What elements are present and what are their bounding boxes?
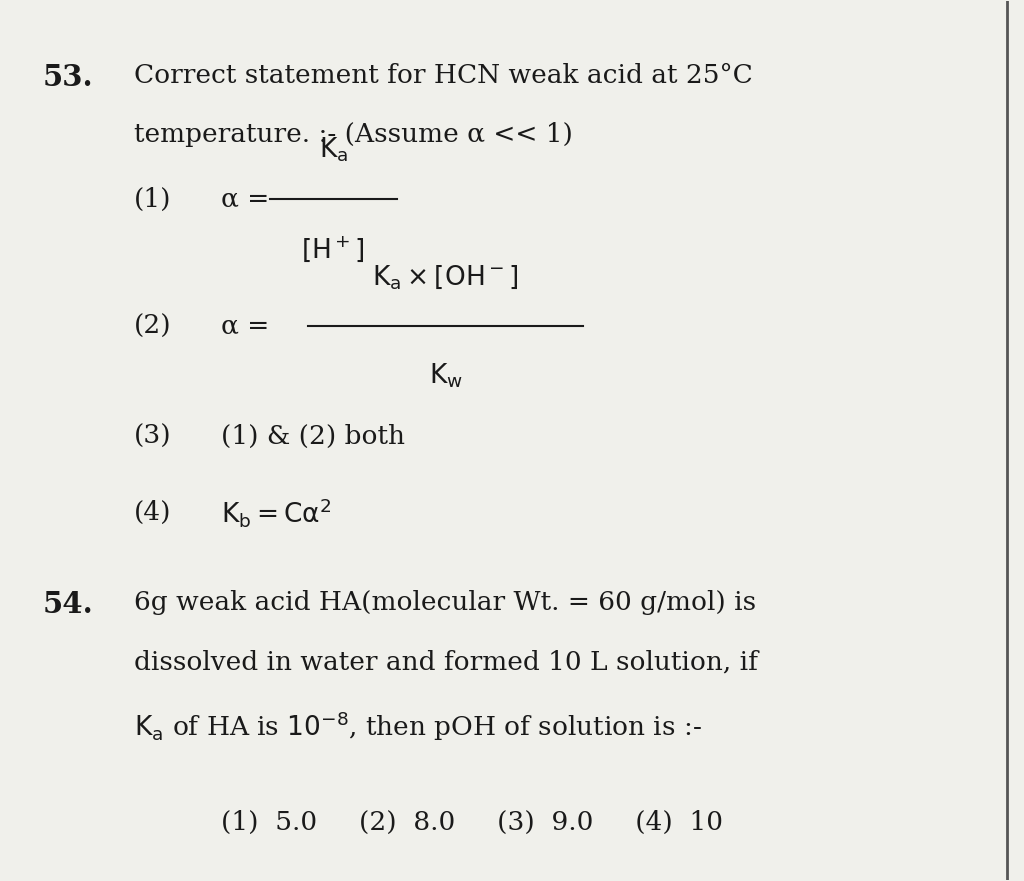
Text: $\mathrm{K_a}$ of HA is $10^{-8}$, then pOH of solution is :-: $\mathrm{K_a}$ of HA is $10^{-8}$, then … [134,709,702,743]
Text: 6g weak acid HA(molecular Wt. = 60 g/mol) is: 6g weak acid HA(molecular Wt. = 60 g/mol… [134,589,757,615]
Text: (1) & (2) both: (1) & (2) both [221,424,404,448]
Text: α =: α = [221,187,269,211]
Text: $\mathrm{K_a}$: $\mathrm{K_a}$ [318,136,348,164]
Text: α =: α = [221,314,269,339]
Text: (2): (2) [134,314,172,339]
Text: Correct statement for HCN weak acid at 25°C: Correct statement for HCN weak acid at 2… [134,63,753,88]
Text: $\mathrm{[H^+]}$: $\mathrm{[H^+]}$ [301,234,366,263]
Text: (4): (4) [134,500,172,525]
Text: 53.: 53. [42,63,93,92]
Text: 54.: 54. [42,589,93,618]
Text: (3): (3) [134,424,172,448]
Text: $\mathrm{K_a \times [OH^-]}$: $\mathrm{K_a \times [OH^-]}$ [373,263,519,292]
Text: (1): (1) [134,187,172,211]
Text: $\mathrm{K_w}$: $\mathrm{K_w}$ [429,361,463,390]
Text: (1)  5.0     (2)  8.0     (3)  9.0     (4)  10: (1) 5.0 (2) 8.0 (3) 9.0 (4) 10 [221,810,723,835]
Text: $\mathrm{K_b = C\alpha^2}$: $\mathrm{K_b = C\alpha^2}$ [221,496,332,529]
Text: dissolved in water and formed 10 L solution, if: dissolved in water and formed 10 L solut… [134,649,758,675]
Text: temperature. :- (Assume α << 1): temperature. :- (Assume α << 1) [134,122,573,147]
